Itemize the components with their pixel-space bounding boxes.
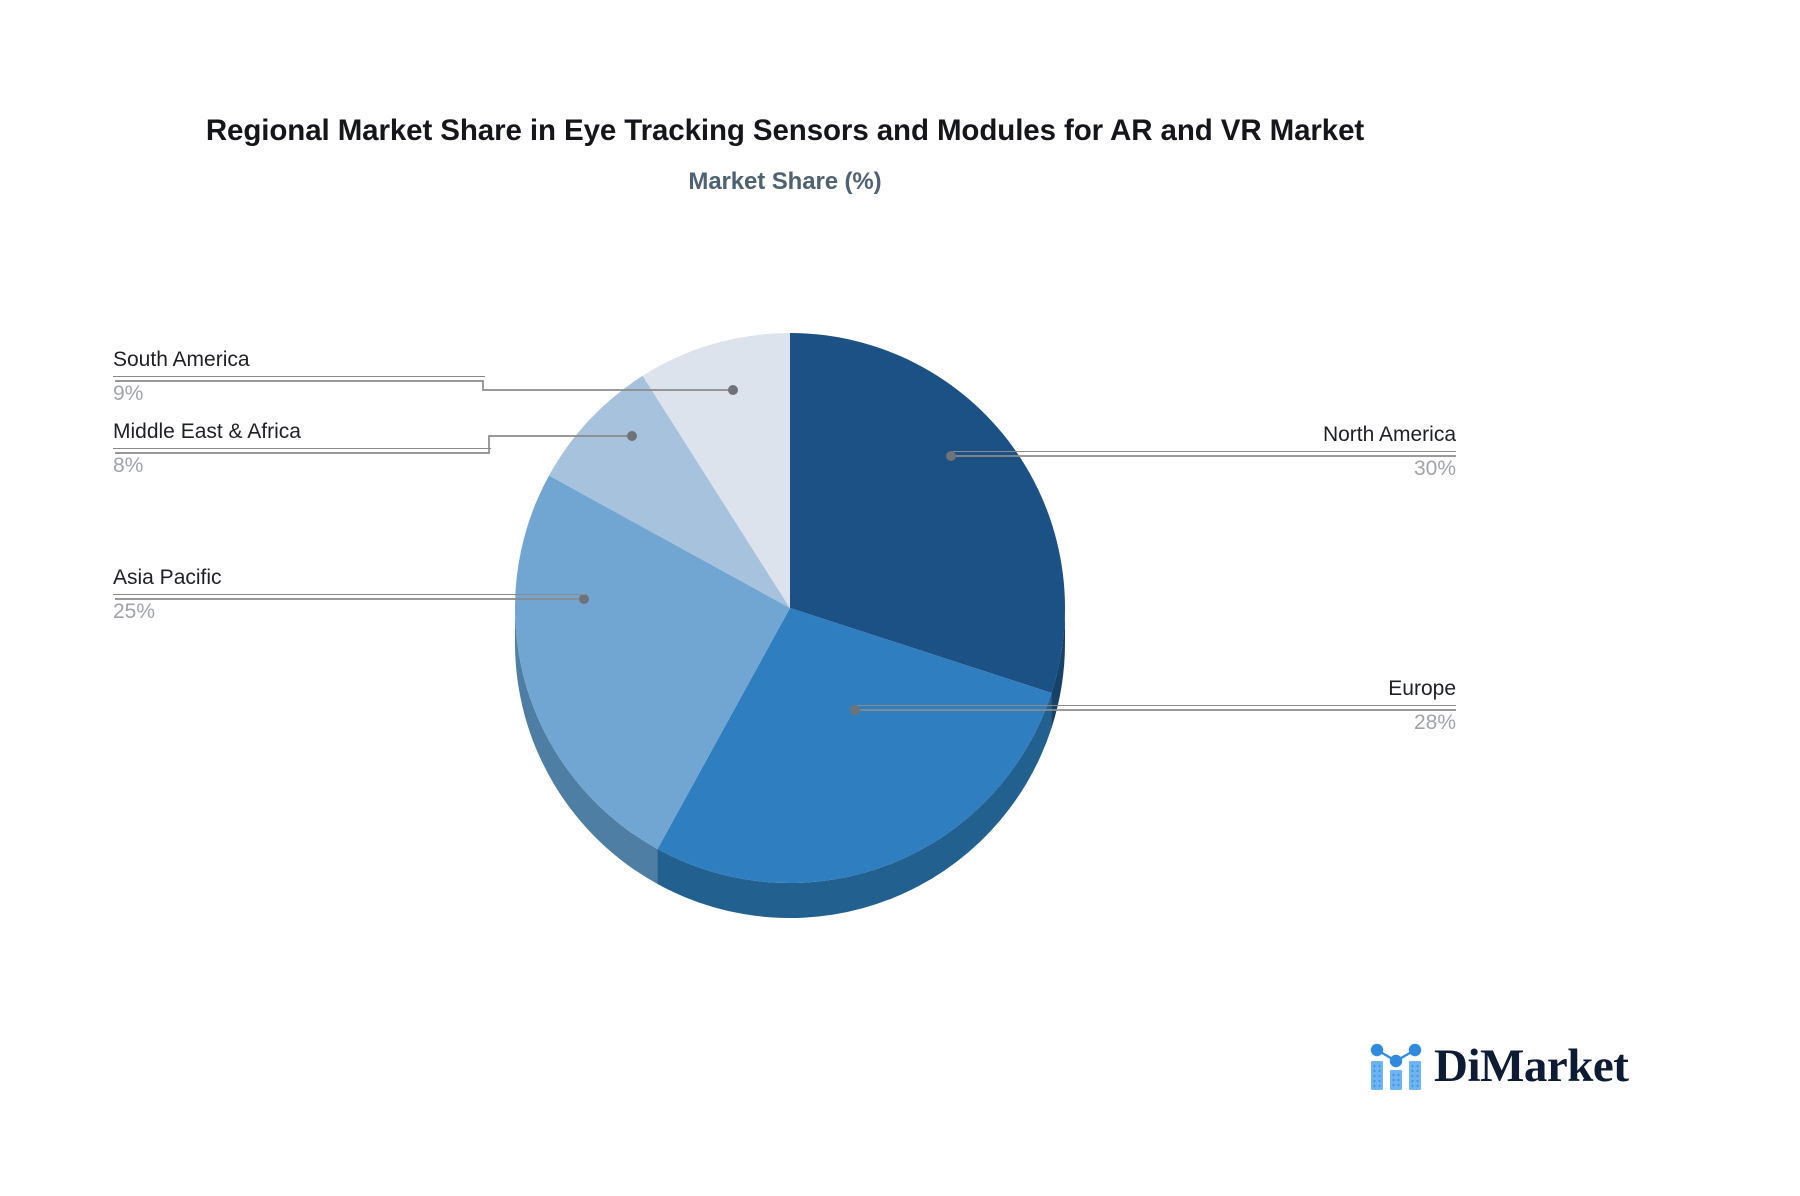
callout-middle-east-africa: Middle East & Africa 8% bbox=[113, 418, 491, 481]
callout-label-south-america: South America bbox=[113, 348, 250, 371]
callout-label-europe: Europe bbox=[1388, 677, 1456, 700]
pie-side-europe bbox=[657, 692, 1052, 918]
leader-dot-middle-east-africa bbox=[627, 431, 637, 441]
callout-value-north-america: 30% bbox=[1413, 457, 1456, 480]
leader-line-south-america bbox=[115, 380, 733, 391]
pie-side-asia-pacific bbox=[515, 608, 658, 884]
callout-south-america: South America 9% bbox=[113, 346, 485, 409]
brand-name: DiMarket bbox=[1434, 1039, 1629, 1092]
callout-rule-north-america bbox=[953, 451, 1456, 452]
callout-europe: Europe 28% bbox=[857, 675, 1456, 738]
callout-rule-middle-east-africa bbox=[113, 448, 491, 449]
callout-asia-pacific: Asia Pacific 25% bbox=[113, 564, 586, 627]
bar-chart-logo-icon bbox=[1370, 1043, 1422, 1090]
leader-dot-europe bbox=[850, 705, 860, 715]
callout-value-middle-east-africa: 8% bbox=[113, 454, 144, 477]
leader-dot-asia-pacific bbox=[579, 594, 589, 604]
callout-value-south-america: 9% bbox=[113, 382, 144, 405]
pie-slice-europe[interactable] bbox=[657, 608, 1052, 883]
chart-subtitle: Market Share (%) bbox=[688, 168, 882, 195]
page-title: Regional Market Share in Eye Tracking Se… bbox=[205, 114, 1365, 147]
callout-label-north-america: North America bbox=[1322, 423, 1456, 446]
leader-dot-south-america bbox=[728, 385, 738, 395]
leader-line-middle-east-africa bbox=[115, 435, 632, 454]
callout-rule-europe bbox=[857, 705, 1456, 706]
pie-slices bbox=[515, 333, 1065, 883]
callout-rule-asia-pacific bbox=[113, 594, 586, 595]
pie-slice-south-america[interactable] bbox=[642, 333, 790, 608]
pie-slice-asia-pacific[interactable] bbox=[515, 475, 790, 849]
leader-dot-north-america bbox=[946, 451, 956, 461]
callout-value-asia-pacific: 25% bbox=[113, 600, 156, 623]
callout-value-europe: 28% bbox=[1413, 711, 1456, 734]
pie-3d-side-walls bbox=[515, 608, 1065, 918]
brand-logo[interactable]: DiMarket bbox=[1368, 1039, 1629, 1092]
callout-north-america: North America 30% bbox=[953, 421, 1456, 484]
pie-slice-north-america[interactable] bbox=[790, 333, 1065, 693]
pie-side-north-america bbox=[1051, 608, 1065, 728]
pie-slice-middle-east-africa[interactable] bbox=[549, 375, 790, 608]
callout-rule-south-america bbox=[113, 376, 485, 377]
callout-label-middle-east-africa: Middle East & Africa bbox=[113, 420, 301, 443]
callout-label-asia-pacific: Asia Pacific bbox=[113, 566, 222, 589]
pie-leader-lines bbox=[115, 380, 1456, 715]
